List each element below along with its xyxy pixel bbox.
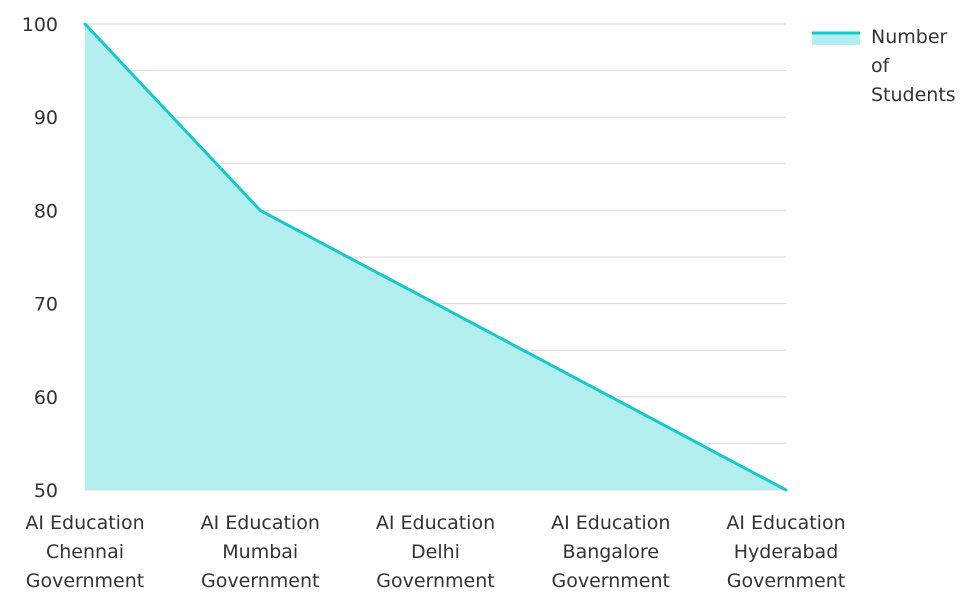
x-tick-label: AI Education Hyderabad Government <box>726 512 845 592</box>
x-axis: AI Education Chennai Government AI Educatio… <box>25 512 845 592</box>
line-layer <box>83 22 788 492</box>
y-tick-label: 70 <box>34 294 58 316</box>
y-tick-label: 80 <box>34 200 58 222</box>
x-tick-label: AI Education Mumbai Government <box>201 512 320 592</box>
y-tick-label: 100 <box>22 14 58 36</box>
area-layer <box>85 24 786 490</box>
series-area-fill <box>85 24 786 490</box>
legend-swatch-fill <box>812 33 860 45</box>
y-tick-label: 90 <box>34 107 58 129</box>
y-tick-label: 60 <box>34 387 58 409</box>
x-tick-label: AI Education Bangalore Government <box>551 512 670 592</box>
data-point <box>609 395 613 399</box>
x-tick-label: AI Education Delhi Government <box>376 512 495 592</box>
legend: Number of Students <box>812 26 956 106</box>
legend-label: Number of Students <box>871 26 956 106</box>
data-point <box>258 208 262 212</box>
data-point <box>434 302 437 306</box>
data-point <box>784 488 788 492</box>
x-tick-label: AI Education Chennai Government <box>25 512 144 592</box>
y-tick-label: 50 <box>34 480 58 502</box>
data-point <box>83 22 87 26</box>
y-axis: 50 60 70 80 90 100 <box>22 14 58 502</box>
